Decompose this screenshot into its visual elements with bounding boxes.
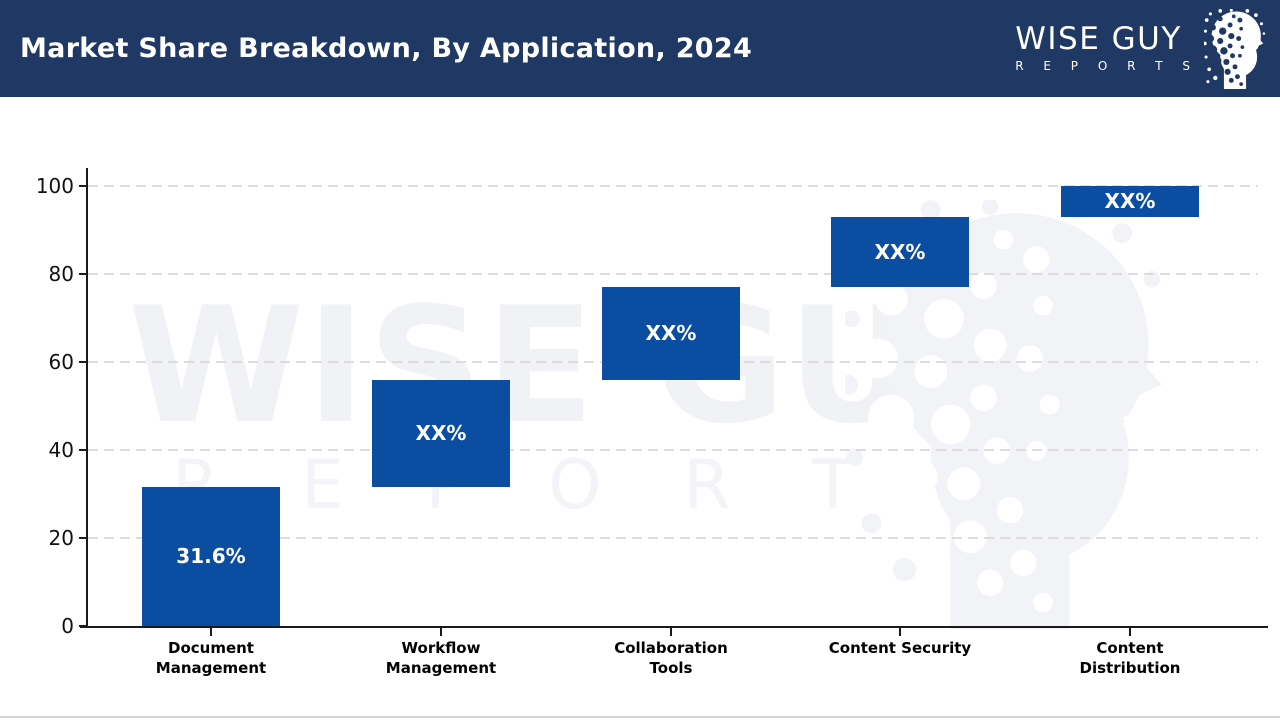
x-axis-label-document-management: Document Management	[96, 638, 326, 678]
x-tick-content-distribution	[1129, 628, 1131, 636]
y-tick-60	[79, 361, 88, 363]
x-axis-label-line: Tools	[649, 659, 693, 677]
y-tick-label-60: 60	[48, 350, 74, 374]
x-axis-label-line: Content	[1096, 639, 1164, 657]
y-tick-label-40: 40	[48, 438, 74, 462]
y-tick-20	[79, 537, 88, 539]
bar-value-label: XX%	[874, 239, 926, 264]
gridline-40	[88, 449, 1258, 451]
y-axis-line	[86, 168, 88, 628]
bar-value-label: XX%	[1104, 189, 1156, 214]
bar-value-label: XX%	[415, 421, 467, 446]
x-tick-content-security	[899, 628, 901, 636]
x-axis-label-workflow-management: Workflow Management	[326, 638, 556, 678]
chart-title: Market Share Breakdown, By Application, …	[20, 33, 753, 64]
gridline-100	[88, 185, 1258, 187]
bar-document-management: 31.6%	[142, 486, 280, 626]
x-tick-document-management	[210, 628, 212, 636]
x-axis-label-collaboration-tools: Collaboration Tools	[556, 638, 786, 678]
x-axis-line	[80, 626, 1268, 628]
x-axis-label-line: Management	[385, 659, 497, 677]
gridline-80	[88, 273, 1258, 275]
y-tick-label-20: 20	[48, 526, 74, 550]
x-axis-label-content-distribution: Content Distribution	[1015, 638, 1245, 678]
bar-content-security: XX%	[831, 216, 969, 288]
x-axis-label-line: Document	[168, 639, 254, 657]
bar-value-label: XX%	[645, 321, 697, 346]
x-tick-collaboration-tools	[670, 628, 672, 636]
y-tick-label-100: 100	[35, 174, 74, 198]
y-tick-label-0: 0	[61, 614, 74, 638]
bar-content-distribution: XX%	[1061, 186, 1199, 217]
bar-collaboration-tools: XX%	[602, 287, 740, 380]
y-tick-80	[79, 273, 88, 275]
x-axis-label-line: Management	[155, 659, 267, 677]
logo-wordmark-sub: R E P O R T S	[1015, 59, 1198, 73]
y-tick-label-80: 80	[48, 262, 74, 286]
bottom-divider	[0, 716, 1280, 718]
logo-wordmark: WISE GUY R E P O R T S	[1015, 21, 1198, 74]
logo-wordmark-main: WISE GUY	[1015, 21, 1182, 57]
x-axis-label-line: Content Security	[828, 639, 972, 657]
bar-workflow-management: XX%	[372, 379, 510, 487]
x-tick-workflow-management	[440, 628, 442, 636]
y-tick-40	[79, 449, 88, 451]
header-bar: Market Share Breakdown, By Application, …	[0, 0, 1280, 97]
y-tick-100	[79, 185, 88, 187]
bar-value-label: 31.6%	[176, 544, 246, 569]
gridline-20	[88, 537, 1258, 539]
x-axis-label-line: Workflow	[401, 639, 481, 657]
x-axis-label-content-security: Content Security	[785, 638, 1015, 658]
logo-head-icon	[1204, 8, 1266, 89]
x-axis-label-line: Collaboration	[614, 639, 728, 657]
brand-logo: WISE GUY R E P O R T S	[1015, 8, 1266, 89]
x-axis-label-line: Distribution	[1079, 659, 1181, 677]
